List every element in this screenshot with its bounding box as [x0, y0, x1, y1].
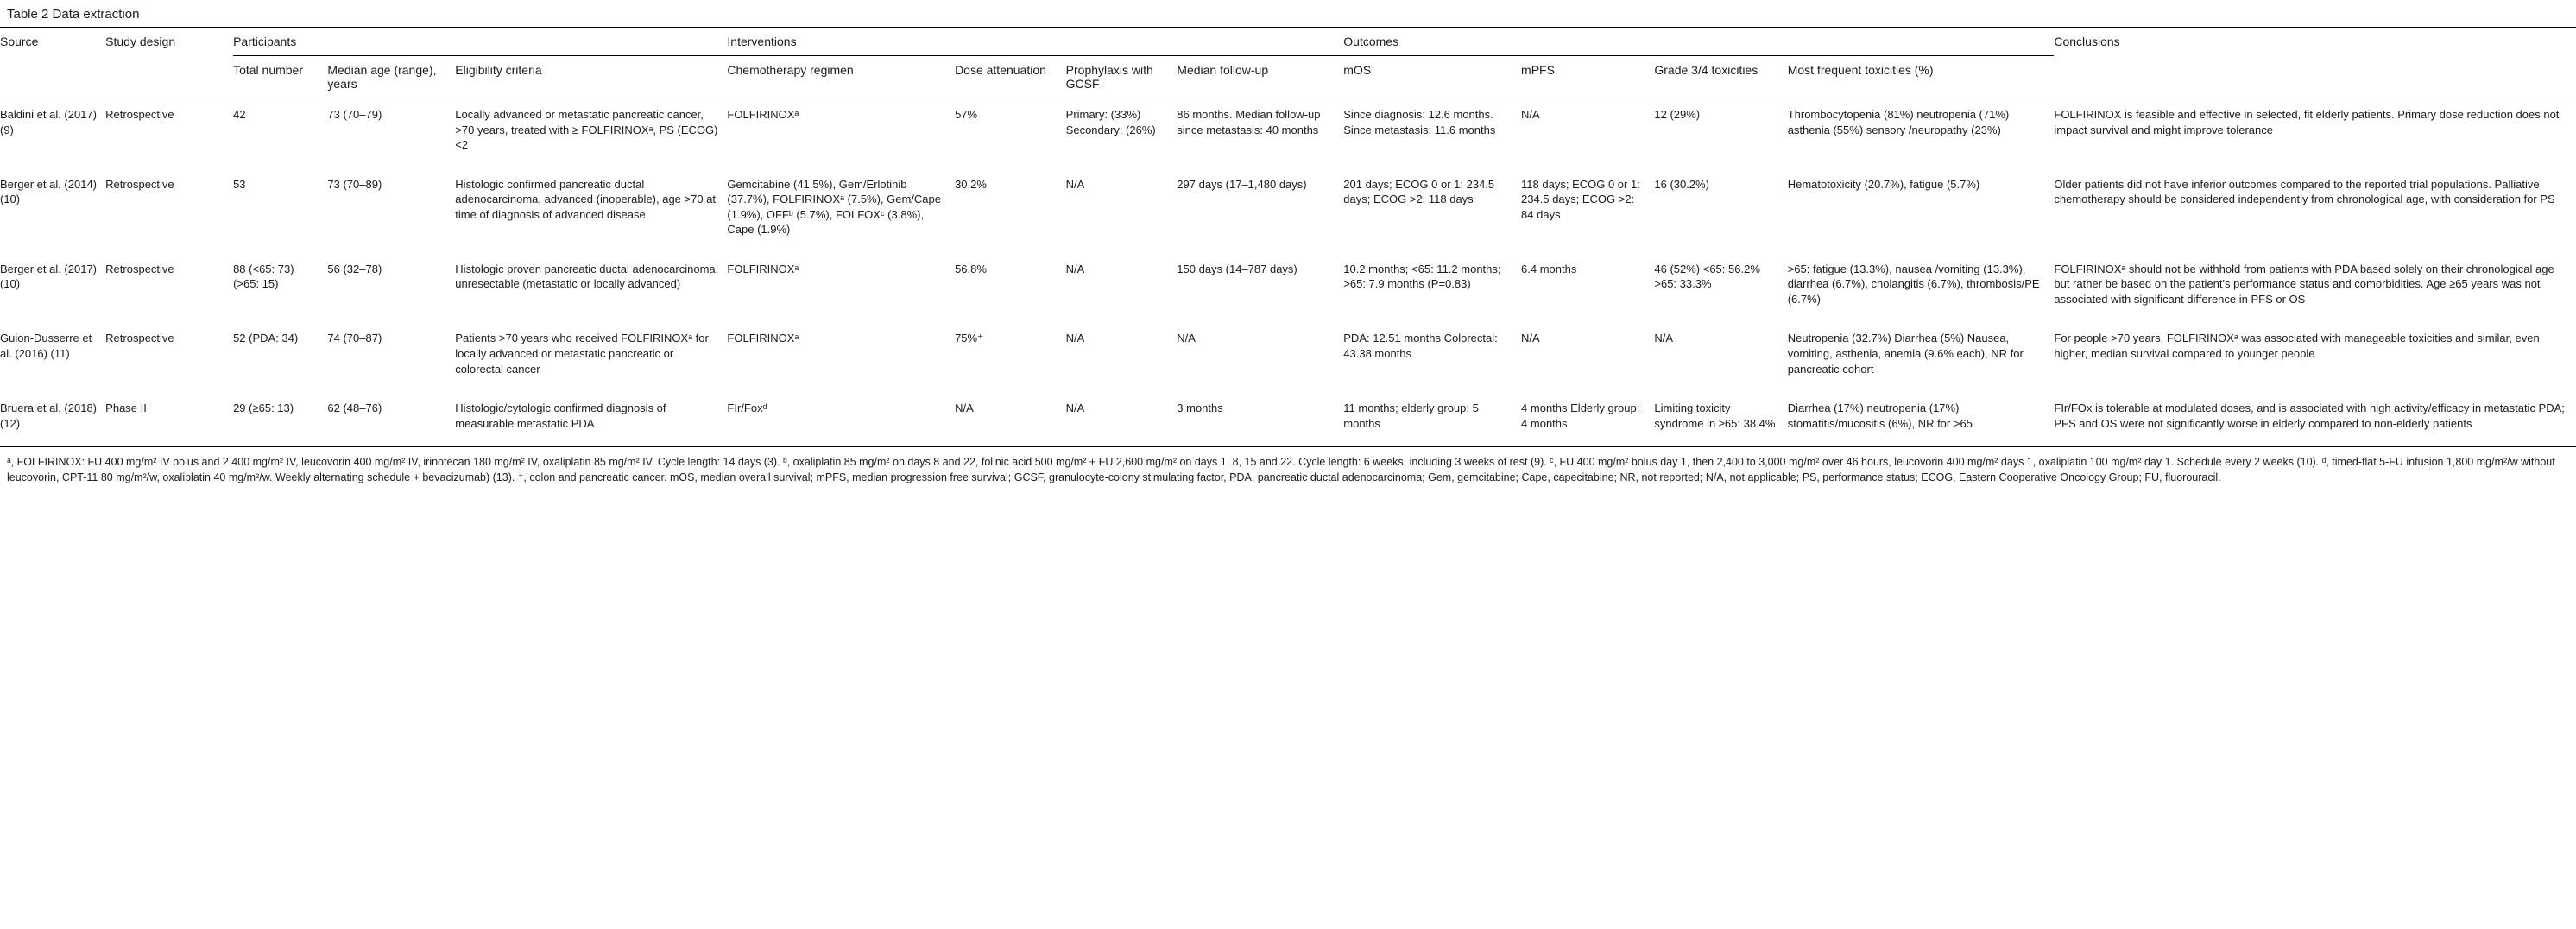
cell-tox: >65: fatigue (13.3%), nausea /vomiting (…	[1788, 253, 2055, 323]
cell-mos: 10.2 months; <65: 11.2 months; >65: 7.9 …	[1343, 253, 1521, 323]
cell-chemo: FOLFIRINOXᵃ	[727, 322, 955, 392]
col-mos: mOS	[1343, 56, 1521, 98]
data-extraction-table: Source Study design Participants Interve…	[0, 27, 2576, 447]
cell-tox: Diarrhea (17%) neutropenia (17%) stomati…	[1788, 392, 2055, 447]
cell-elig: Histologic proven pancreatic ductal aden…	[455, 253, 727, 323]
cell-concl: FOLFIRINOXᵃ should not be withhold from …	[2054, 253, 2576, 323]
col-grade: Grade 3/4 toxicities	[1654, 56, 1787, 98]
cell-mos: Since diagnosis: 12.6 months. Since meta…	[1343, 98, 1521, 168]
cell-tox: Neutropenia (32.7%) Diarrhea (5%) Nausea…	[1788, 322, 2055, 392]
cell-elig: Locally advanced or metastatic pancreati…	[455, 98, 727, 168]
cell-design: Retrospective	[105, 322, 233, 392]
cell-dose: 57%	[955, 98, 1066, 168]
cell-concl: Older patients did not have inferior out…	[2054, 168, 2576, 253]
cell-concl: For people >70 years, FOLFIRINOXᵃ was as…	[2054, 322, 2576, 392]
cell-followup: 86 months. Median follow-up since metast…	[1177, 98, 1343, 168]
cell-total: 42	[233, 98, 327, 168]
cell-total: 53	[233, 168, 327, 253]
cell-mos: PDA: 12.51 months Colorectal: 43.38 mont…	[1343, 322, 1521, 392]
cell-age: 73 (70–79)	[327, 98, 455, 168]
cell-age: 74 (70–87)	[327, 322, 455, 392]
cell-total: 29 (≥65: 13)	[233, 392, 327, 447]
cell-elig: Histologic/cytologic confirmed diagnosis…	[455, 392, 727, 447]
col-tox: Most frequent toxicities (%)	[1788, 56, 2055, 98]
cell-mos: 11 months; elderly group: 5 months	[1343, 392, 1521, 447]
cell-dose: 75%⁺	[955, 322, 1066, 392]
cell-proph: N/A	[1066, 392, 1178, 447]
colgroup-participants: Participants	[233, 28, 727, 56]
cell-mpfs: 6.4 months	[1521, 253, 1654, 323]
cell-mpfs: 118 days; ECOG 0 or 1: 234.5 days; ECOG …	[1521, 168, 1654, 253]
cell-proph: N/A	[1066, 253, 1178, 323]
col-age: Median age (range), years	[327, 56, 455, 98]
cell-grade: 46 (52%) <65: 56.2% >65: 33.3%	[1654, 253, 1787, 323]
table-row: Berger et al. (2014) (10)Retrospective53…	[0, 168, 2576, 253]
cell-design: Retrospective	[105, 253, 233, 323]
colgroup-outcomes: Outcomes	[1343, 28, 2054, 56]
cell-source: Berger et al. (2017) (10)	[0, 253, 105, 323]
cell-elig: Patients >70 years who received FOLFIRIN…	[455, 322, 727, 392]
cell-proph: N/A	[1066, 322, 1178, 392]
cell-age: 62 (48–76)	[327, 392, 455, 447]
cell-age: 56 (32–78)	[327, 253, 455, 323]
cell-followup: N/A	[1177, 322, 1343, 392]
cell-mos: 201 days; ECOG 0 or 1: 234.5 days; ECOG …	[1343, 168, 1521, 253]
cell-chemo: Gemcitabine (41.5%), Gem/Erlotinib (37.7…	[727, 168, 955, 253]
col-chemo: Chemotherapy regimen	[727, 56, 955, 98]
cell-chemo: FOLFIRINOXᵃ	[727, 98, 955, 168]
cell-grade: N/A	[1654, 322, 1787, 392]
col-source: Source	[0, 28, 105, 98]
col-followup: Median follow-up	[1177, 56, 1343, 98]
cell-followup: 297 days (17–1,480 days)	[1177, 168, 1343, 253]
cell-grade: Limiting toxicity syndrome in ≥65: 38.4%	[1654, 392, 1787, 447]
cell-mpfs: N/A	[1521, 322, 1654, 392]
cell-proph: N/A	[1066, 168, 1178, 253]
cell-dose: N/A	[955, 392, 1066, 447]
cell-elig: Histologic confirmed pancreatic ductal a…	[455, 168, 727, 253]
cell-design: Phase II	[105, 392, 233, 447]
cell-design: Retrospective	[105, 168, 233, 253]
cell-total: 88 (<65: 73) (>65: 15)	[233, 253, 327, 323]
cell-mpfs: N/A	[1521, 98, 1654, 168]
cell-design: Retrospective	[105, 98, 233, 168]
col-proph: Prophylaxis with GCSF	[1066, 56, 1178, 98]
cell-concl: FIr/FOx is tolerable at modulated doses,…	[2054, 392, 2576, 447]
cell-chemo: FOLFIRINOXᵃ	[727, 253, 955, 323]
cell-source: Bruera et al. (2018) (12)	[0, 392, 105, 447]
cell-tox: Hematotoxicity (20.7%), fatigue (5.7%)	[1788, 168, 2055, 253]
col-dose: Dose attenuation	[955, 56, 1066, 98]
cell-dose: 56.8%	[955, 253, 1066, 323]
table-row: Berger et al. (2017) (10)Retrospective88…	[0, 253, 2576, 323]
cell-age: 73 (70–89)	[327, 168, 455, 253]
cell-followup: 150 days (14–787 days)	[1177, 253, 1343, 323]
cell-source: Baldini et al. (2017) (9)	[0, 98, 105, 168]
cell-dose: 30.2%	[955, 168, 1066, 253]
col-mpfs: mPFS	[1521, 56, 1654, 98]
cell-proph: Primary: (33%) Secondary: (26%)	[1066, 98, 1178, 168]
col-elig: Eligibility criteria	[455, 56, 727, 98]
colgroup-interventions: Interventions	[727, 28, 1343, 56]
cell-total: 52 (PDA: 34)	[233, 322, 327, 392]
cell-chemo: FIr/Foxᵈ	[727, 392, 955, 447]
table-footnotes: ᵃ, FOLFIRINOX: FU 400 mg/m² IV bolus and…	[0, 447, 2576, 485]
cell-tox: Thrombocytopenia (81%) neutropenia (71%)…	[1788, 98, 2055, 168]
cell-grade: 16 (30.2%)	[1654, 168, 1787, 253]
col-total: Total number	[233, 56, 327, 98]
table-row: Baldini et al. (2017) (9)Retrospective42…	[0, 98, 2576, 168]
cell-followup: 3 months	[1177, 392, 1343, 447]
cell-source: Berger et al. (2014) (10)	[0, 168, 105, 253]
cell-grade: 12 (29%)	[1654, 98, 1787, 168]
table-row: Guion-Dusserre et al. (2016) (11)Retrosp…	[0, 322, 2576, 392]
col-design: Study design	[105, 28, 233, 98]
cell-mpfs: 4 months Elderly group: 4 months	[1521, 392, 1654, 447]
table-caption: Table 2 Data extraction	[7, 7, 2576, 22]
col-conclusions: Conclusions	[2054, 28, 2576, 98]
cell-source: Guion-Dusserre et al. (2016) (11)	[0, 322, 105, 392]
cell-concl: FOLFIRINOX is feasible and effective in …	[2054, 98, 2576, 168]
table-row: Bruera et al. (2018) (12)Phase II29 (≥65…	[0, 392, 2576, 447]
